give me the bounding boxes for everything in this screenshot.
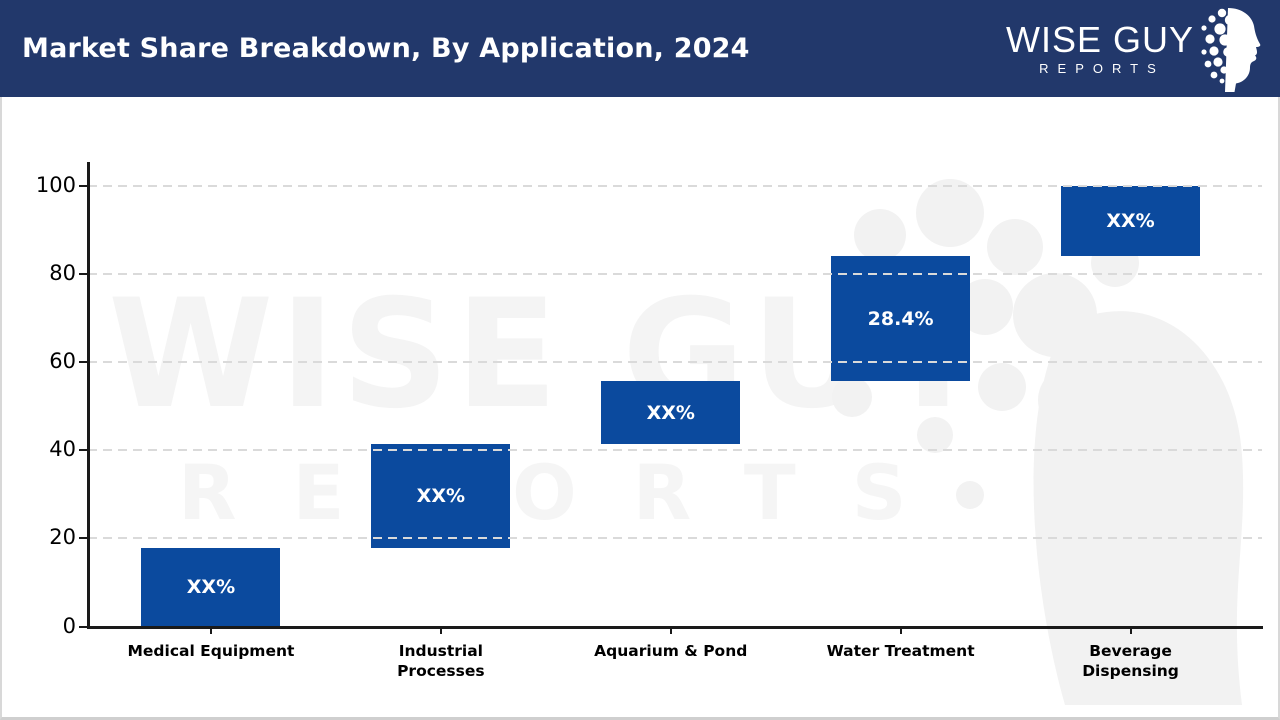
y-gridline-80: [88, 272, 1262, 275]
watermark-text-line1: WISE GUY: [108, 268, 994, 442]
x-tick-label-water-treatment: Water Treatment: [826, 641, 975, 660]
brand-logo-text: WISE GUY REPORTS: [1005, 18, 1194, 76]
watermark-text-line2: REPORTS: [178, 448, 963, 537]
bar-beverage-dispensing: XX%: [1061, 185, 1201, 257]
bar-medical-equipment: XX%: [141, 548, 281, 627]
bar-aquarium-pond: XX%: [601, 381, 741, 445]
page-title: Market Share Breakdown, By Application, …: [22, 33, 750, 64]
x-tick-label-medical-equipment: Medical Equipment: [127, 641, 295, 660]
y-tick-label-40: 40: [49, 437, 76, 462]
y-gridline-100: [88, 184, 1262, 187]
y-axis-spine: [87, 162, 90, 629]
bar-value-label-beverage-dispensing: XX%: [1106, 209, 1155, 232]
y-tick-label-80: 80: [49, 260, 76, 285]
y-tick-40: [79, 449, 88, 452]
x-tick-label-industrial-processes: Industrial Processes: [397, 641, 485, 680]
brand-subname: REPORTS: [1039, 60, 1165, 76]
x-axis-spine: [87, 626, 1263, 629]
y-tick-label-20: 20: [49, 525, 76, 550]
bar-value-label-water-treatment: 28.4%: [867, 307, 934, 330]
brand-name: WISE GUY: [1005, 18, 1194, 60]
x-tick-water-treatment: [899, 626, 903, 634]
y-tick-60: [79, 360, 88, 363]
y-gridline-20: [88, 537, 1262, 540]
y-tick-label-100: 100: [35, 172, 76, 197]
y-tick-0: [79, 625, 88, 628]
bar-value-label-aquarium-pond: XX%: [646, 401, 695, 424]
x-tick-beverage-dispensing: [1129, 626, 1133, 634]
brand-head-icon: [1201, 7, 1261, 92]
y-tick-label-60: 60: [49, 348, 76, 373]
y-tick-100: [79, 184, 88, 187]
header-bar: Market Share Breakdown, By Application, …: [0, 0, 1280, 97]
y-gridline-40: [88, 449, 1262, 452]
x-tick-aquarium-pond: [669, 626, 673, 634]
chart-panel-frame: [0, 97, 1280, 720]
bar-water-treatment: 28.4%: [831, 256, 971, 382]
bar-industrial-processes: XX%: [371, 444, 511, 549]
y-tick-label-0: 0: [62, 613, 76, 638]
brand-logo: WISE GUY REPORTS: [1006, 6, 1266, 92]
x-tick-medical-equipment: [209, 626, 213, 634]
x-tick-label-beverage-dispensing: Beverage Dispensing: [1082, 641, 1179, 680]
y-gridline-60: [88, 360, 1262, 363]
y-tick-20: [79, 537, 88, 540]
x-tick-industrial-processes: [439, 626, 443, 634]
bar-value-label-industrial-processes: XX%: [416, 485, 466, 508]
watermark-head-icon: [832, 179, 1244, 705]
y-tick-80: [79, 272, 88, 275]
x-tick-label-aquarium-pond: Aquarium & Pond: [594, 641, 748, 660]
bar-value-label-medical-equipment: XX%: [186, 576, 236, 599]
